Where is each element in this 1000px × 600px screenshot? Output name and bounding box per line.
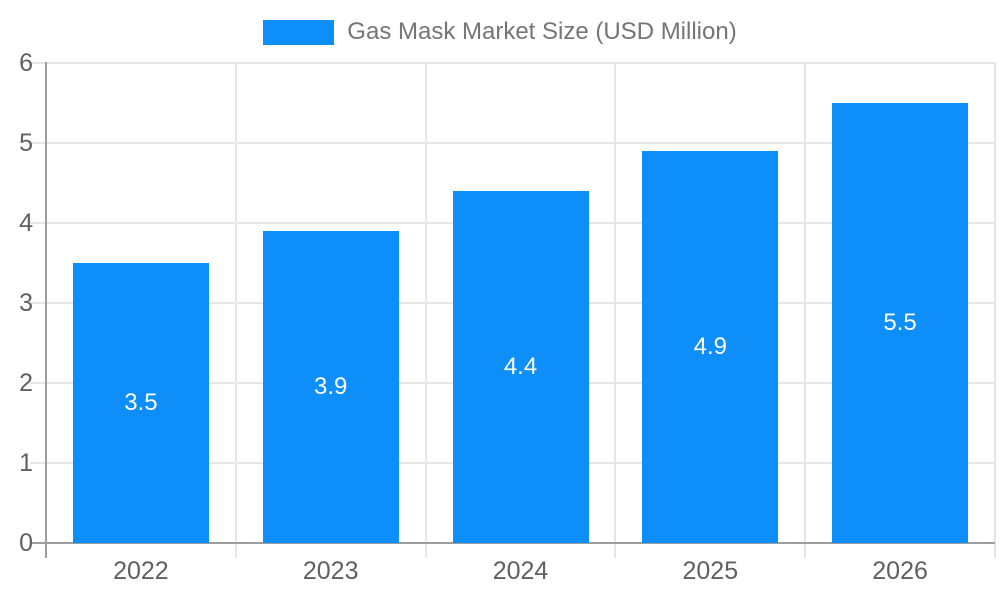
bar[interactable]: 4.4 <box>452 191 589 543</box>
gridline-vertical <box>424 63 427 558</box>
x-tick-label: 2023 <box>302 557 359 585</box>
x-tick-label: 2024 <box>492 557 549 585</box>
y-tick-label: 3 <box>19 289 33 317</box>
bar[interactable]: 5.5 <box>832 103 969 543</box>
gridline-vertical <box>804 63 807 558</box>
gridline-vertical <box>234 63 237 558</box>
bar-value-label: 3.9 <box>314 373 348 400</box>
gridline-vertical <box>614 63 617 558</box>
bar[interactable]: 3.9 <box>262 231 399 543</box>
x-axis-line <box>30 542 995 544</box>
legend-swatch <box>263 19 335 45</box>
bar-value-label: 4.4 <box>503 353 538 380</box>
bar-value-label: 5.5 <box>883 309 917 336</box>
bar-value-label: 3.5 <box>124 389 158 416</box>
legend-label: Gas Mask Market Size (USD Million) <box>347 18 737 45</box>
bar-value-label: 4.9 <box>693 333 727 360</box>
y-tick-label: 2 <box>19 369 33 397</box>
x-tick-label: 2025 <box>682 557 739 585</box>
gridline-horizontal <box>30 142 995 144</box>
bar[interactable]: 3.5 <box>72 263 209 543</box>
bar[interactable]: 4.9 <box>642 151 779 543</box>
x-tick-label: 2022 <box>113 557 169 585</box>
gridline-vertical <box>994 63 996 558</box>
y-axis-line <box>45 62 47 558</box>
legend[interactable]: Gas Mask Market Size (USD Million) <box>0 17 1000 47</box>
y-tick-label: 4 <box>19 209 33 237</box>
y-tick-label: 0 <box>19 529 33 557</box>
y-tick-label: 1 <box>19 449 33 477</box>
y-tick-label: 6 <box>19 49 33 77</box>
y-tick-label: 5 <box>19 129 33 157</box>
gridline-horizontal <box>30 62 995 64</box>
x-tick-label: 2026 <box>872 557 928 585</box>
